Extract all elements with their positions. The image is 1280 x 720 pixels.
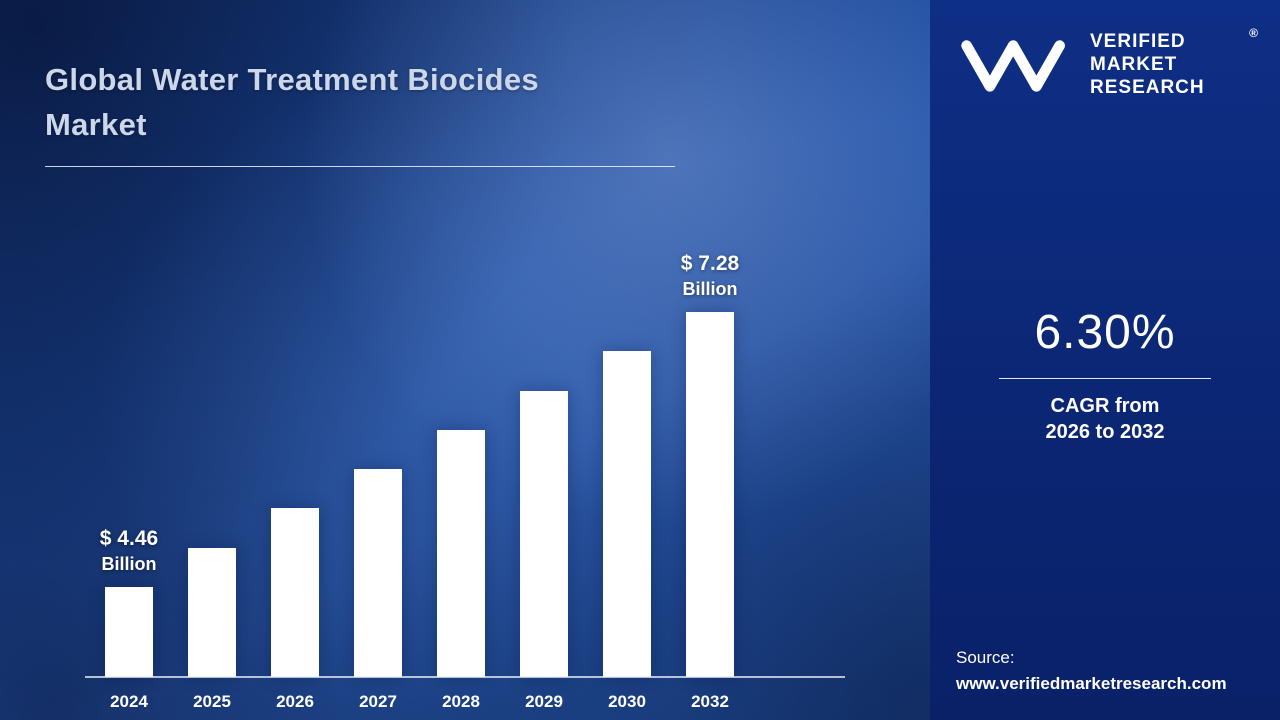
vmr-logo: VERIFIED MARKET RESEARCH ® xyxy=(956,26,1258,100)
bar xyxy=(520,391,568,677)
bar-value-unit: Billion xyxy=(101,554,157,574)
bar-value-amount: $ 7.28 xyxy=(680,252,740,275)
x-axis-label: 2029 xyxy=(525,692,563,711)
bar xyxy=(437,430,485,677)
bar-column: 2026 xyxy=(271,508,319,712)
bar-column: 2029 xyxy=(520,391,568,712)
title-underline xyxy=(45,165,675,167)
x-axis-label: 2024 xyxy=(110,692,148,711)
bar-column: 2027 xyxy=(354,469,402,712)
bar-chart: $ 4.46 Billion 2024 2025 2026 2027 2028 2029 203… xyxy=(85,192,845,712)
bar-value-amount: $ 4.46 xyxy=(99,527,159,550)
x-axis-label: 2028 xyxy=(442,692,480,711)
bar-column: 2028 xyxy=(437,430,485,712)
page-title: Global Water Treatment Biocides Market xyxy=(45,62,539,142)
bars: $ 4.46 Billion 2024 2025 2026 2027 2028 2029 203… xyxy=(100,192,739,712)
bar-value-label: $ 7.28 Billion xyxy=(640,252,780,300)
bar xyxy=(105,587,153,677)
x-axis-label: 2032 xyxy=(691,692,729,711)
x-axis-label: 2026 xyxy=(276,692,314,711)
source-label: Source: xyxy=(956,648,1015,667)
wordmark-line: RESEARCH xyxy=(1090,77,1205,99)
vmr-wordmark: VERIFIED MARKET RESEARCH xyxy=(1090,30,1205,100)
cagr-block: 6.30% CAGR from 2026 to 2032 xyxy=(956,305,1254,445)
bar-column: 2025 xyxy=(188,548,236,712)
bar xyxy=(188,548,236,677)
source-url: www.verifiedmarketresearch.com xyxy=(956,673,1227,693)
bar-column: $ 4.46 Billion 2024 xyxy=(100,527,158,712)
x-axis-line xyxy=(85,676,845,678)
registered-trademark-icon: ® xyxy=(1249,26,1258,40)
chart-panel: Global Water Treatment Biocides Market $… xyxy=(0,0,930,720)
x-axis-label: 2025 xyxy=(193,692,231,711)
cagr-caption-line2: 2026 to 2032 xyxy=(1045,420,1165,443)
bar xyxy=(686,312,734,677)
bar xyxy=(354,469,402,677)
source-block: Source: www.verifiedmarketresearch.com xyxy=(956,645,1254,696)
bar xyxy=(271,508,319,677)
x-axis-label: 2030 xyxy=(608,692,646,711)
bar-column: $ 7.28 Billion 2032 xyxy=(681,252,739,712)
cagr-caption-line1: CAGR from xyxy=(1050,394,1160,417)
vmr-monogram-icon xyxy=(961,40,1065,92)
bar xyxy=(603,351,651,677)
cagr-divider xyxy=(999,377,1211,379)
wordmark-line: VERIFIED xyxy=(1090,31,1186,52)
bar-value-label: $ 4.46 Billion xyxy=(59,527,199,575)
sidebar: VERIFIED MARKET RESEARCH ® 6.30% CAGR fr… xyxy=(930,0,1280,720)
title-block: Global Water Treatment Biocides Market xyxy=(45,58,675,167)
cagr-value: 6.30% xyxy=(1034,305,1176,359)
wordmark-line: MARKET xyxy=(1090,54,1178,76)
bar-column: 2030 xyxy=(603,351,651,712)
x-axis-label: 2027 xyxy=(359,692,397,711)
bar-value-unit: Billion xyxy=(682,279,738,299)
